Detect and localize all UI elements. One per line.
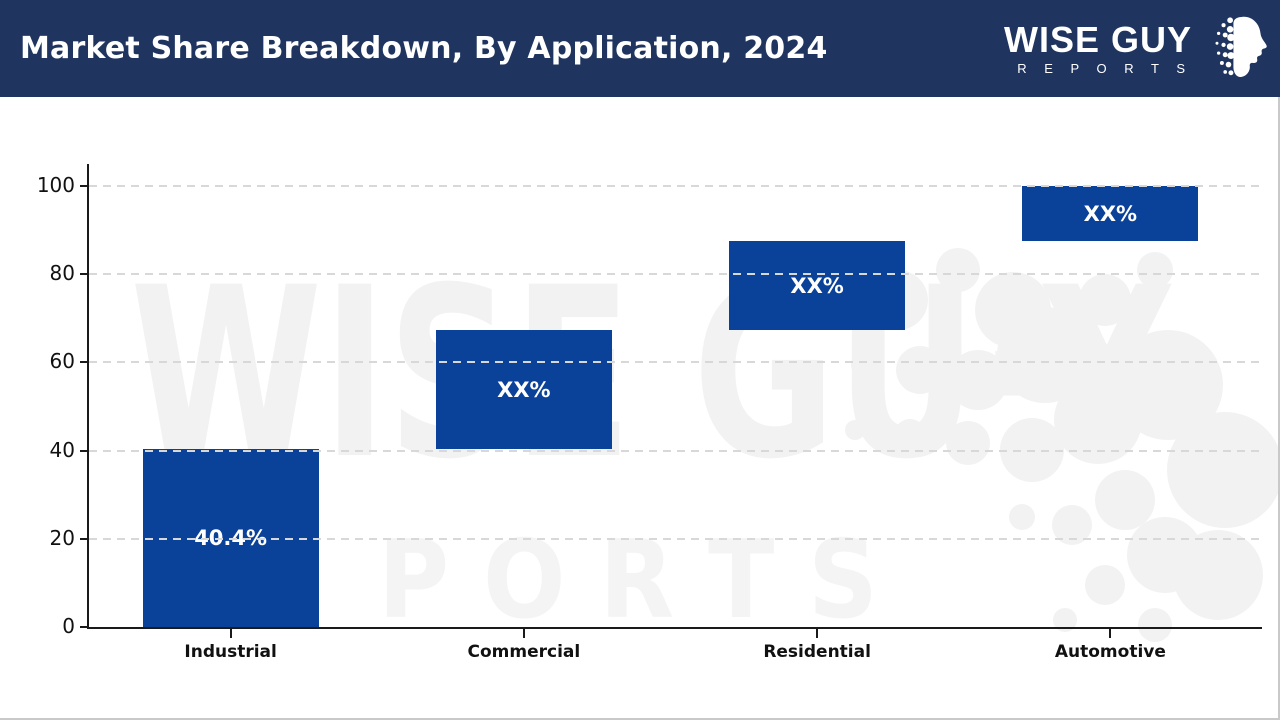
y-tick-label: 80 xyxy=(49,261,75,286)
gridline-40 xyxy=(89,449,1262,452)
gridline-80 xyxy=(89,273,1262,276)
y-tick-80 xyxy=(80,273,89,276)
gridline-100 xyxy=(89,185,1262,187)
logo-subtitle: R E P O R T S xyxy=(1017,60,1192,76)
y-axis-line xyxy=(87,164,89,629)
frame-border-bottom xyxy=(0,718,1280,720)
x-tick-commercial xyxy=(522,629,525,638)
bar-value-label: XX% xyxy=(1083,201,1138,226)
y-tick-label: 60 xyxy=(49,349,75,374)
y-tick-0 xyxy=(80,626,89,628)
header-bar: Market Share Breakdown, By Application, … xyxy=(0,0,1280,97)
wise-guy-logo: WISE GUY R E P O R T S xyxy=(1004,7,1280,91)
y-tick-label: 0 xyxy=(62,614,75,638)
x-tick-label-residential: Residential xyxy=(763,642,871,662)
logo-text: WISE GUY R E P O R T S xyxy=(1003,18,1192,76)
x-tick-label-automotive: Automotive xyxy=(1054,642,1166,662)
logo-wordmark: WISE GUY xyxy=(1003,18,1192,60)
gridline-20 xyxy=(89,537,1262,540)
x-axis-line xyxy=(87,627,1262,629)
bar-residential: XX% xyxy=(729,241,906,331)
y-tick-label: 100 xyxy=(36,173,75,197)
y-tick-label: 20 xyxy=(49,525,75,550)
bar-value-label: XX% xyxy=(790,273,844,298)
y-tick-100 xyxy=(80,185,89,187)
x-tick-industrial xyxy=(229,629,232,638)
frame-border-right xyxy=(1278,97,1280,718)
plot-area: 40.4% XX% XX% XX% 0 20 40 60 80 100 Industrial Comm… xyxy=(0,97,1280,720)
bar-value-label: XX% xyxy=(497,377,551,402)
y-tick-20 xyxy=(80,537,89,540)
y-tick-60 xyxy=(80,361,89,364)
y-tick-40 xyxy=(80,449,89,452)
x-tick-residential xyxy=(816,629,819,638)
logo-face-icon xyxy=(1215,16,1267,77)
x-tick-label-commercial: Commercial xyxy=(467,642,581,662)
page-title: Market Share Breakdown, By Application, … xyxy=(20,31,828,66)
x-tick-automotive xyxy=(1109,629,1112,638)
y-tick-label: 40 xyxy=(49,437,75,462)
gridline-60 xyxy=(89,361,1262,364)
x-tick-label-industrial: Industrial xyxy=(184,642,277,662)
bar-commercial: XX% xyxy=(435,330,612,449)
bar-automotive: XX% xyxy=(1022,186,1199,242)
